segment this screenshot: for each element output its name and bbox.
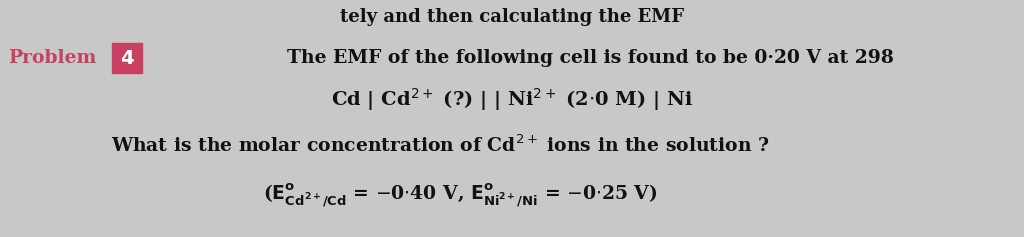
Text: What is the molar concentration of Cd$^{2+}$ ions in the solution ?: What is the molar concentration of Cd$^{…	[111, 134, 769, 156]
FancyBboxPatch shape	[112, 43, 142, 73]
Text: ($\mathbf{E^o_{Cd^{2+}/Cd}}$ = $-$0$\cdot$40 V, $\mathbf{E^o_{Ni^{2+}/Ni}}$ = $-: ($\mathbf{E^o_{Cd^{2+}/Cd}}$ = $-$0$\cdo…	[263, 181, 657, 209]
Text: Problem: Problem	[8, 49, 96, 67]
Text: The EMF of the following cell is found to be 0·20 V at 298: The EMF of the following cell is found t…	[287, 49, 893, 67]
Text: Cd | Cd$^{2+}$ (?) | | Ni$^{2+}$ (2$\cdot$0 M) | Ni: Cd | Cd$^{2+}$ (?) | | Ni$^{2+}$ (2$\cdo…	[331, 87, 693, 114]
Text: 4: 4	[120, 49, 134, 68]
Text: tely and then calculating the EMF: tely and then calculating the EMF	[340, 8, 684, 26]
